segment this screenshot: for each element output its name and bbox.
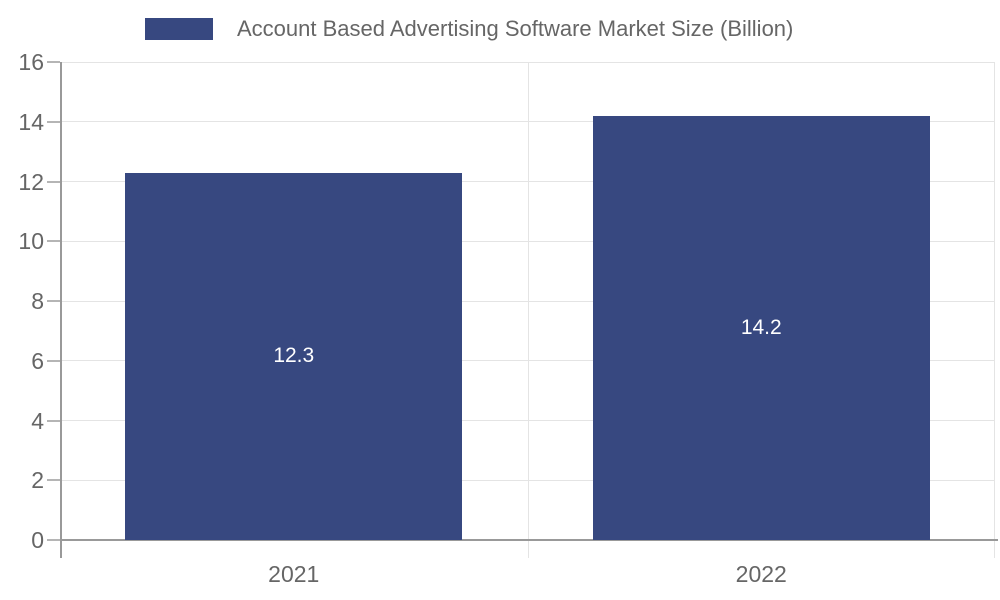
x-axis-tick	[527, 540, 529, 558]
y-tick-mark	[47, 120, 60, 123]
x-gridline	[527, 62, 529, 558]
legend-swatch	[145, 18, 213, 40]
y-tick-label: 0	[31, 527, 44, 553]
x-tick-label: 2022	[735, 561, 787, 587]
bar-2021[interactable]	[125, 172, 463, 540]
y-tick-mark	[47, 300, 60, 302]
x-axis-line	[60, 539, 998, 541]
y-tick-mark	[47, 479, 60, 482]
y-tick-label: 12	[18, 168, 44, 195]
bar-value-label: 12.3	[273, 344, 315, 368]
legend-label: Account Based Advertising Software Marke…	[237, 16, 794, 41]
bar-value-label: 14.2	[740, 315, 782, 339]
y-tick-mark	[47, 539, 60, 541]
legend-item[interactable]: Account Based Advertising Software Marke…	[145, 16, 793, 42]
x-tick-label: 2021	[268, 561, 320, 587]
y-tick-mark	[47, 180, 60, 183]
y-tick-label: 2	[31, 467, 44, 494]
y-tick-label: 4	[31, 407, 44, 434]
y-tick-label: 14	[18, 108, 44, 135]
bar-2022[interactable]	[592, 115, 930, 540]
y-tick-mark	[47, 240, 60, 243]
x-gridline	[994, 62, 995, 558]
y-tick-mark	[47, 61, 60, 63]
y-tick-label: 8	[31, 288, 44, 314]
y-tick-label: 6	[31, 347, 44, 374]
y-axis-line	[60, 62, 62, 558]
x-axis-tick	[994, 540, 995, 558]
y-tick-mark	[47, 419, 60, 422]
y-tick-label: 16	[18, 49, 44, 75]
y-tick-label: 10	[18, 228, 44, 255]
y-tick-mark	[47, 359, 60, 362]
